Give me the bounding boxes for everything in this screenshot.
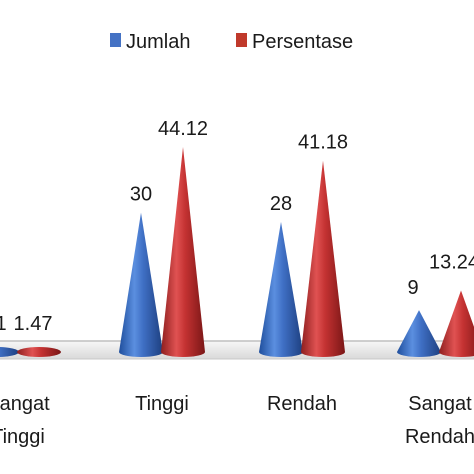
data-labels: 1 1.47 30 44.12 28 41.18 9 13.24 (0, 118, 474, 335)
data-label-persentase-rendah: 41.18 (298, 132, 348, 154)
cone-persentase-tinggi (161, 147, 205, 357)
data-label-persentase-sangat-tinggi: 1.47 (14, 313, 53, 335)
data-label-jumlah-sangat-tinggi: 1 (0, 313, 7, 335)
legend: Jumlah Persentase (110, 31, 353, 53)
legend-swatch-jumlah (110, 33, 121, 47)
cone-persentase-sangat-rendah (439, 290, 474, 357)
floor-plane (0, 341, 474, 359)
data-label-persentase-sangat-rendah: 13.24 (429, 251, 474, 273)
cone-persentase-sangat-tinggi-body (17, 347, 61, 357)
cone-jumlah-tinggi-body (119, 212, 163, 357)
cone-jumlah-sangat-tinggi (0, 347, 19, 357)
cone-persentase-tinggi-body (161, 147, 205, 357)
legend-swatch-persentase (236, 33, 247, 47)
cone-persentase-rendah (301, 160, 345, 357)
cone-persentase-sangat-rendah-body (439, 290, 474, 357)
cone-series (0, 147, 474, 357)
cone-persentase-sangat-tinggi (17, 347, 61, 357)
data-label-jumlah-tinggi: 30 (130, 184, 152, 206)
cone-jumlah-rendah-body (259, 221, 303, 357)
cone-persentase-rendah-body (301, 160, 345, 357)
data-label-persentase-tinggi: 44.12 (158, 118, 208, 140)
tick-label-rendah: Rendah (267, 393, 337, 415)
data-label-jumlah-rendah: 28 (270, 193, 292, 215)
data-label-jumlah-sangat-rendah: 9 (407, 277, 418, 299)
legend-item-persentase: Persentase (236, 31, 353, 53)
tick-label-tinggi: Tinggi (135, 393, 189, 415)
cone-jumlah-rendah (259, 221, 303, 357)
cone-jumlah-sangat-rendah (397, 310, 441, 357)
tick-label-sangat-rendah: Sangat Rendah (405, 393, 474, 448)
cone-jumlah-sangat-rendah-body (397, 310, 441, 357)
legend-label-jumlah: Jumlah (126, 31, 190, 53)
tick-label-sangat-tinggi: SangatTinggi (0, 393, 50, 448)
chart-floor (0, 340, 474, 360)
legend-item-jumlah: Jumlah (110, 31, 190, 53)
legend-label-persentase: Persentase (252, 31, 353, 53)
cone-jumlah-tinggi (119, 212, 163, 357)
cone-jumlah-sangat-tinggi-body (0, 347, 19, 357)
